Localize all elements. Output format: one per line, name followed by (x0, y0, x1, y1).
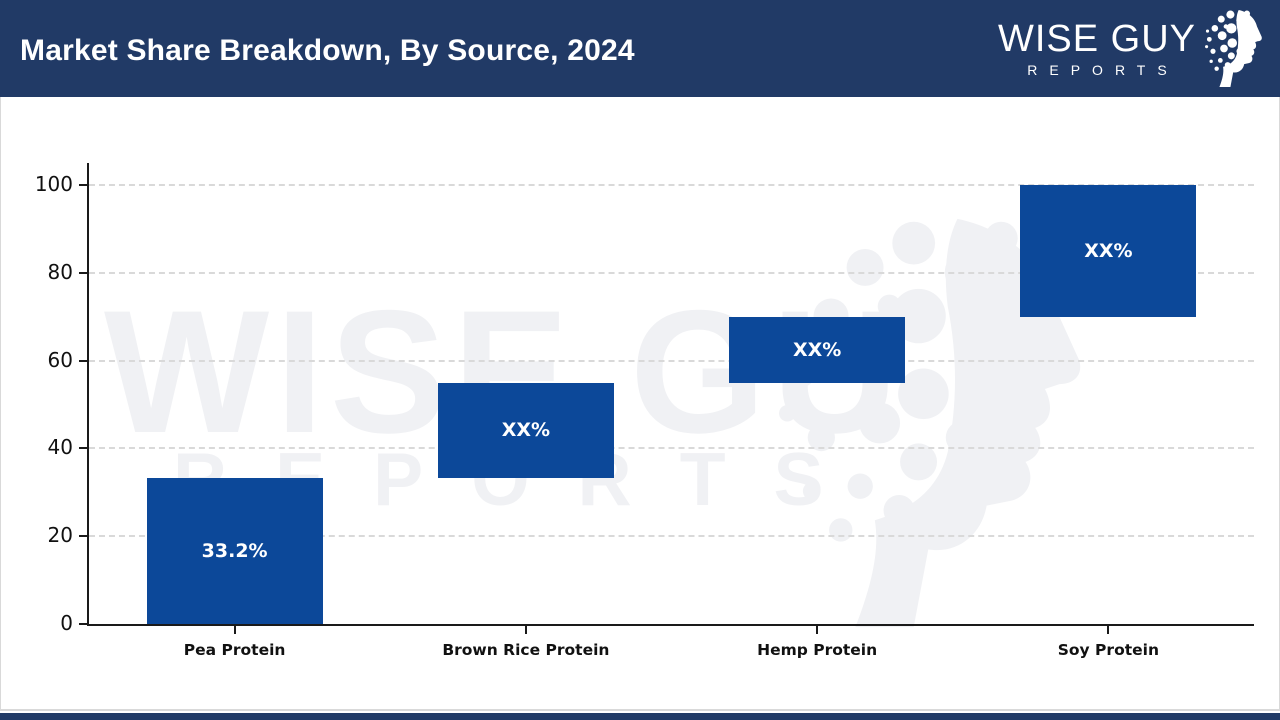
logo-wordmark: WISE GUY (997, 18, 1196, 60)
y-tick-mark (79, 359, 88, 362)
bar-value-label: 33.2% (201, 540, 268, 563)
y-tick-label: 100 (34, 172, 73, 196)
bar: XX% (437, 382, 614, 479)
gridline (89, 184, 1254, 186)
x-tick-mark (816, 626, 819, 634)
gridline (89, 535, 1254, 538)
x-tick-label: Hemp Protein (757, 641, 878, 659)
y-axis-line (87, 163, 89, 626)
footer-bar (0, 713, 1280, 720)
x-tick-label: Brown Rice Protein (442, 641, 610, 659)
y-tick-label: 60 (47, 347, 73, 372)
y-tick-mark (79, 184, 88, 186)
y-tick-mark (79, 447, 88, 450)
wise-guy-face-icon (1205, 10, 1262, 87)
chart-area: WISE GU REPORTS 0 20 40 60 80 100 33.2% Pea Pro… (0, 97, 1280, 711)
gridline (89, 447, 1254, 450)
bar: 33.2% (146, 478, 323, 624)
y-tick-mark (79, 623, 88, 625)
chart-title: Market Share Breakdown, By Source, 2024 (20, 33, 635, 67)
bar-value-label: XX% (792, 338, 842, 361)
y-tick-label: 80 (47, 259, 73, 284)
gridline (89, 271, 1254, 274)
bar-value-label: XX% (1084, 239, 1133, 262)
plot-region: WISE GU REPORTS 0 20 40 60 80 100 33.2% Pea Pro… (1, 97, 1279, 709)
x-tick-label: Soy Protein (1057, 641, 1159, 659)
y-tick-mark (79, 535, 88, 538)
x-tick-label: Pea Protein (183, 641, 286, 659)
logo-text: WISE GUY REPORTS (998, 20, 1196, 77)
y-tick-label: 0 (60, 611, 73, 635)
bar-value-label: XX% (501, 419, 551, 442)
y-tick-label: 40 (47, 435, 73, 460)
bar: XX% (729, 316, 906, 383)
y-tick-label: 20 (47, 523, 73, 548)
gridline (89, 359, 1254, 362)
wise-guy-logo: WISE GUY REPORTS (998, 8, 1270, 89)
x-axis-line (87, 624, 1254, 626)
x-tick-mark (524, 626, 527, 634)
logo-subtitle: REPORTS (1027, 62, 1179, 78)
x-tick-mark (233, 626, 236, 634)
x-tick-mark (1107, 626, 1110, 634)
bar: XX% (1020, 185, 1197, 317)
header-bar: Market Share Breakdown, By Source, 2024 … (0, 0, 1280, 97)
y-tick-mark (79, 271, 88, 274)
